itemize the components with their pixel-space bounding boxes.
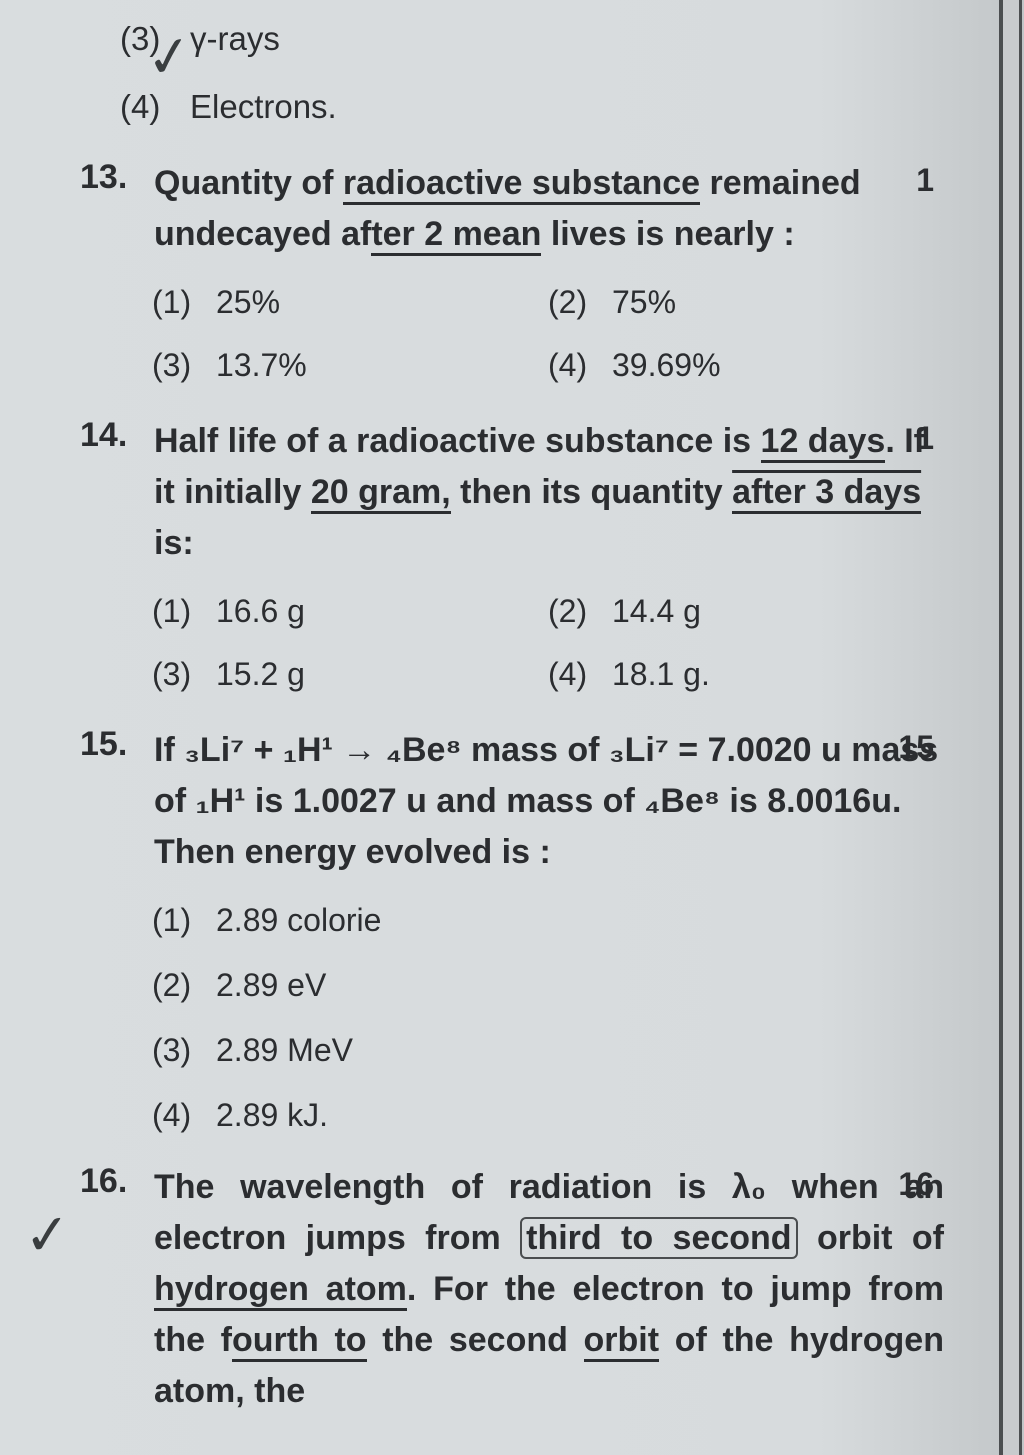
option-item: (2) 75% (548, 284, 944, 321)
option-text: γ-rays (190, 20, 280, 58)
text-fragment: after 3 days (732, 473, 921, 514)
option-item: (3) 13.7% (152, 347, 548, 384)
text-fragment: the second (367, 1321, 584, 1359)
option-text: Electrons. (190, 88, 337, 126)
question-number: 15. (80, 725, 136, 764)
side-number: 16 (898, 1166, 934, 1203)
page-margin-rule (999, 0, 1022, 1455)
option-item: (3) 15.2 g (152, 656, 548, 693)
side-number: 1 (916, 420, 934, 457)
option-number: (1) (152, 902, 202, 939)
option-text: 2.89 eV (216, 967, 326, 1004)
option-text: 39.69% (612, 347, 721, 384)
option-item: (4) 18.1 g. (548, 656, 944, 693)
option-number: (2) (152, 967, 202, 1004)
option-item: (4) 2.89 kJ. (152, 1097, 944, 1134)
side-number: 15 (898, 729, 934, 766)
question-block-14: 1 14. Half life of a radioactive substan… (80, 416, 984, 693)
question-row: 13. Quantity of radioactive substance re… (80, 158, 984, 260)
text-fragment: ourth to (232, 1321, 367, 1362)
question-number: 14. (80, 416, 136, 455)
list-item: (4) Electrons. (120, 88, 984, 126)
text-fragment: 12 days (761, 422, 886, 463)
option-number: (3) (152, 347, 202, 384)
question-block-15: 15 15. If ₃Li⁷ + ₁H¹ → ₄Be⁸ mass of ₃Li⁷… (80, 725, 984, 1134)
orphan-option-list: ✓ (3) γ-rays (4) Electrons. (120, 20, 984, 126)
option-text: 18.1 g. (612, 656, 710, 693)
option-item: (2) 14.4 g (548, 593, 944, 630)
text-fragment: ter 2 mean (371, 215, 541, 256)
text-fragment: 20 gram, (311, 473, 451, 514)
option-text: 13.7% (216, 347, 307, 384)
side-number: 1 (916, 162, 934, 199)
option-number: (2) (548, 284, 598, 321)
question-row: 16. The wavelength of radiation is λ₀ wh… (80, 1162, 984, 1417)
option-number: (1) (152, 593, 202, 630)
question-row: 15. If ₃Li⁷ + ₁H¹ → ₄Be⁸ mass of ₃Li⁷ = … (80, 725, 984, 878)
text-fragment: is: (154, 524, 194, 562)
option-item: (2) 2.89 eV (152, 967, 944, 1004)
check-icon: ✓ (142, 21, 198, 93)
text-fragment: radioactive substance (343, 164, 700, 205)
option-number: (2) (548, 593, 598, 630)
page-container: ✓ (3) γ-rays (4) Electrons. 1 13. Quanti… (0, 0, 1024, 1455)
option-text: 25% (216, 284, 280, 321)
option-grid: (1) 25% (2) 75% (3) 13.7% (4) 39.69% (152, 284, 944, 384)
question-number: 16. (80, 1162, 136, 1201)
text-fragment: lives is nearly : (541, 215, 794, 253)
option-number: (4) (120, 88, 174, 126)
option-number: (3) (152, 656, 202, 693)
option-item: (3) 2.89 MeV (152, 1032, 944, 1069)
option-number: (3) (152, 1032, 202, 1069)
option-item: (1) 16.6 g (152, 593, 548, 630)
text-fragment: Half life of a radioactive substance is (154, 422, 761, 460)
option-number: (4) (548, 347, 598, 384)
option-list: (1) 2.89 colorie (2) 2.89 eV (3) 2.89 MeV (… (152, 902, 944, 1134)
question-text: The wavelength of radiation is λ₀ when a… (154, 1162, 944, 1417)
option-text: 16.6 g (216, 593, 305, 630)
text-fragment: then its quantity (451, 473, 732, 511)
text-fragment: orbit of (798, 1219, 944, 1257)
text-fragment: Quantity of (154, 164, 343, 202)
option-grid: (1) 16.6 g (2) 14.4 g (3) 15.2 g (4) 18.1 g. (152, 593, 944, 693)
option-text: 14.4 g (612, 593, 701, 630)
question-text: Quantity of radioactive substance remain… (154, 158, 944, 260)
text-fragment: third to second (520, 1217, 797, 1259)
option-text: 15.2 g (216, 656, 305, 693)
option-item: (4) 39.69% (548, 347, 944, 384)
option-text: 2.89 colorie (216, 902, 381, 939)
option-text: 2.89 MeV (216, 1032, 353, 1069)
option-number: (1) (152, 284, 202, 321)
question-text: Half life of a radioactive substance is … (154, 416, 944, 569)
option-text: 2.89 kJ. (216, 1097, 328, 1134)
question-block-16: 16 16. The wavelength of radiation is λ₀… (80, 1162, 984, 1417)
list-item: (3) γ-rays (120, 20, 984, 58)
option-item: (1) 25% (152, 284, 548, 321)
option-item: (1) 2.89 colorie (152, 902, 944, 939)
text-fragment: hydrogen atom (154, 1270, 407, 1311)
question-text: If ₃Li⁷ + ₁H¹ → ₄Be⁸ mass of ₃Li⁷ = 7.00… (154, 725, 944, 878)
option-text: 75% (612, 284, 676, 321)
option-number: (4) (548, 656, 598, 693)
text-fragment: orbit (584, 1321, 660, 1362)
option-number: (4) (152, 1097, 202, 1134)
question-row: 14. Half life of a radioactive substance… (80, 416, 984, 569)
check-icon: ✓ (22, 1200, 73, 1269)
question-number: 13. (80, 158, 136, 197)
question-block-13: 1 13. Quantity of radioactive substance … (80, 158, 984, 384)
